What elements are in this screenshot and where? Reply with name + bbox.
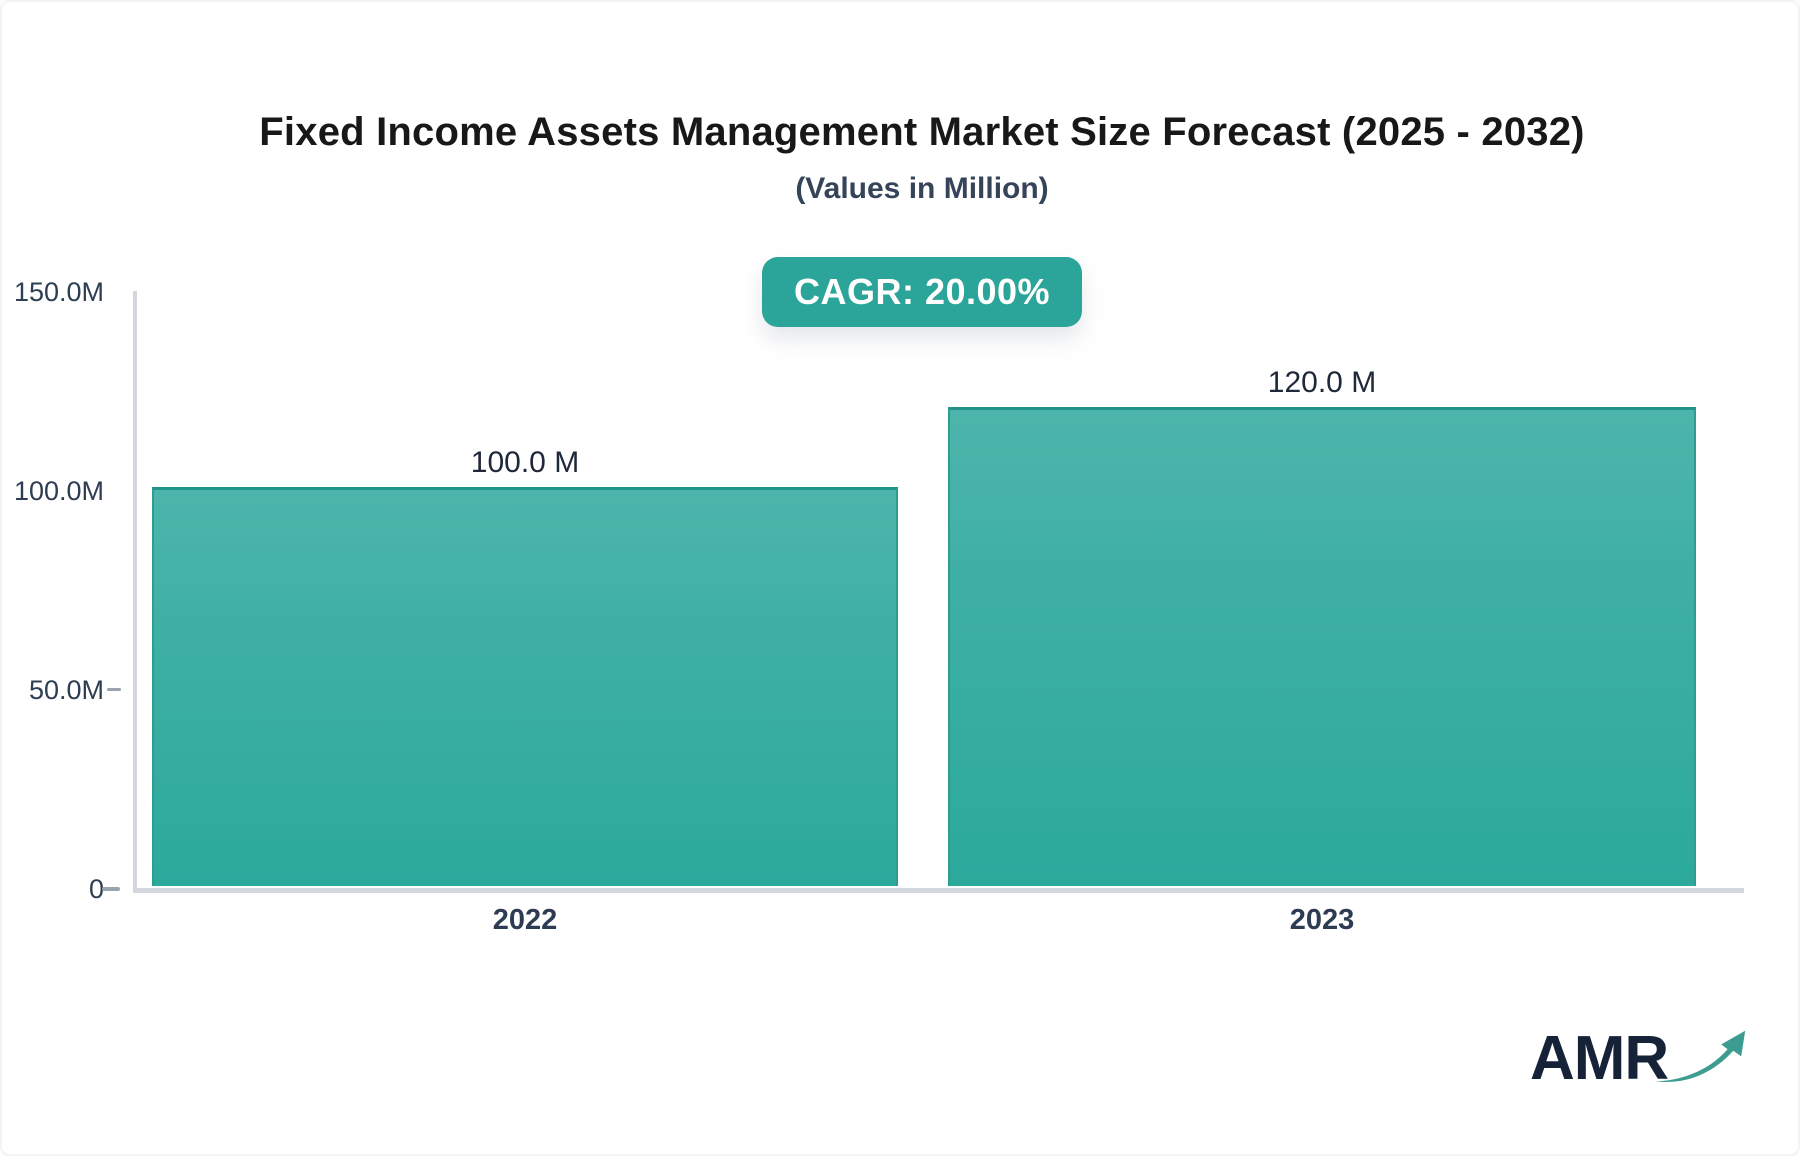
cagr-badge: CAGR: 20.00% [761,257,1083,327]
y-axis-line [133,291,137,890]
chart-subtitle: (Values in Million) [795,172,1049,205]
x-category-label-2022: 2022 [492,904,558,936]
x-axis-line [133,888,1744,893]
y-tick-label-50: 50.0M [28,675,104,705]
bar-value-label-2023: 120.0 M [1267,366,1377,399]
y-tick-label-150: 150.0M [13,277,104,307]
bar-2022[interactable]: 100.0 M [152,446,898,886]
trend-up-arrow-icon [1654,1021,1750,1092]
bar-2023[interactable]: 120.0 M [948,366,1696,886]
amr-logo[interactable]: AMR [1530,1024,1750,1094]
amr-logo-text: AMR [1530,1024,1669,1093]
cagr-badge-wrap: CAGR: 20.00% [42,257,1798,327]
y-tick-label-0: 0 [88,874,104,904]
y-tick-label-100: 100.0M [13,476,104,506]
bar-value-label-2022: 100.0 M [470,446,580,479]
y-tick-mark-0 [102,887,120,891]
x-category-label-2023: 2023 [1289,904,1355,936]
y-tick-mark-50 [107,688,121,691]
chart-title: Fixed Income Assets Management Market Si… [259,110,1585,154]
